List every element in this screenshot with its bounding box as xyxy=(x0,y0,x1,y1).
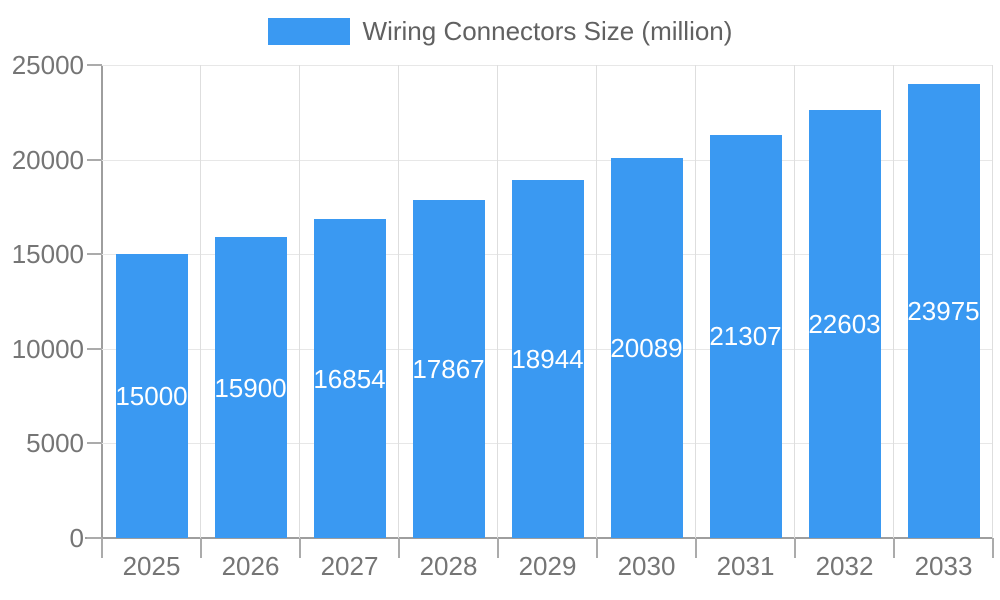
y-axis-label: 5000 xyxy=(26,428,84,459)
bar-value-label: 23975 xyxy=(907,296,980,327)
bar[interactable]: 22603 xyxy=(808,110,881,538)
x-tick xyxy=(893,538,895,558)
bar-value-label: 20089 xyxy=(610,332,683,363)
y-axis-label: 20000 xyxy=(11,144,84,175)
x-axis-label: 2033 xyxy=(914,551,973,581)
v-gridline xyxy=(398,65,399,538)
x-tick xyxy=(398,538,400,558)
bar-value-label: 16854 xyxy=(313,363,386,394)
x-tick xyxy=(596,538,598,558)
x-axis-line xyxy=(85,537,993,539)
y-axis-line xyxy=(101,65,103,558)
x-axis-label: 2027 xyxy=(320,551,379,581)
y-tick xyxy=(87,442,102,445)
y-axis-label: 25000 xyxy=(11,50,84,80)
x-axis-label: 2032 xyxy=(815,551,874,581)
x-tick xyxy=(200,538,202,558)
bar[interactable]: 20089 xyxy=(610,157,683,538)
v-gridline xyxy=(596,65,597,538)
v-gridline xyxy=(497,65,498,538)
x-axis-label: 2030 xyxy=(617,551,676,581)
bar[interactable]: 15900 xyxy=(214,237,287,538)
bar-value-label: 15900 xyxy=(214,372,287,403)
x-tick xyxy=(695,538,697,558)
x-tick xyxy=(497,538,499,558)
v-gridline xyxy=(299,65,300,538)
y-axis: 0 5000 10000 15000 20000 25000 xyxy=(0,52,84,551)
h-gridline xyxy=(102,159,993,161)
bar[interactable]: 15000 xyxy=(115,254,188,538)
y-tick xyxy=(87,347,102,350)
x-axis-label: 2031 xyxy=(716,551,775,581)
bar[interactable]: 21307 xyxy=(709,134,782,538)
y-ticks xyxy=(87,64,102,539)
y-tick xyxy=(87,158,102,161)
x-tick xyxy=(101,538,103,558)
legend[interactable]: Wiring Connectors Size (million) xyxy=(0,16,1000,47)
x-tick xyxy=(794,538,796,558)
bar-value-label: 21307 xyxy=(709,321,782,352)
x-axis-label: 2025 xyxy=(122,551,181,581)
v-gridline xyxy=(794,65,795,538)
legend-label: Wiring Connectors Size (million) xyxy=(362,16,733,46)
legend-swatch xyxy=(267,18,350,45)
bar-value-label: 15000 xyxy=(115,381,188,412)
v-gridline xyxy=(893,65,894,538)
bar[interactable]: 17867 xyxy=(412,199,485,538)
y-tick xyxy=(87,253,102,256)
bar[interactable]: 18944 xyxy=(511,179,584,538)
y-tick xyxy=(87,537,102,539)
x-tick xyxy=(992,538,994,558)
v-gridline xyxy=(695,65,696,538)
x-axis-label: 2029 xyxy=(518,551,577,581)
v-gridline xyxy=(992,65,993,538)
y-axis-label: 10000 xyxy=(11,333,84,364)
y-axis-label: 0 xyxy=(69,523,84,553)
bar-value-label: 18944 xyxy=(511,343,584,374)
v-gridline xyxy=(200,65,201,538)
y-axis-label: 15000 xyxy=(11,239,84,270)
h-gridline xyxy=(102,65,993,66)
bar-value-label: 17867 xyxy=(412,353,485,384)
bar[interactable]: 16854 xyxy=(313,219,386,538)
bar-value-label: 22603 xyxy=(808,309,881,340)
plot-area: 15000 15900 16854 17867 18944 20089 21307 22603… xyxy=(102,65,993,538)
x-axis-label: 2026 xyxy=(221,551,280,581)
x-tick xyxy=(299,538,301,558)
x-axis: 2025 2026 2027 2028 2029 2030 2031 2032 2033 xyxy=(0,551,1000,592)
y-tick xyxy=(87,64,102,66)
x-axis-label: 2028 xyxy=(419,551,478,581)
bar[interactable]: 23975 xyxy=(907,84,980,538)
